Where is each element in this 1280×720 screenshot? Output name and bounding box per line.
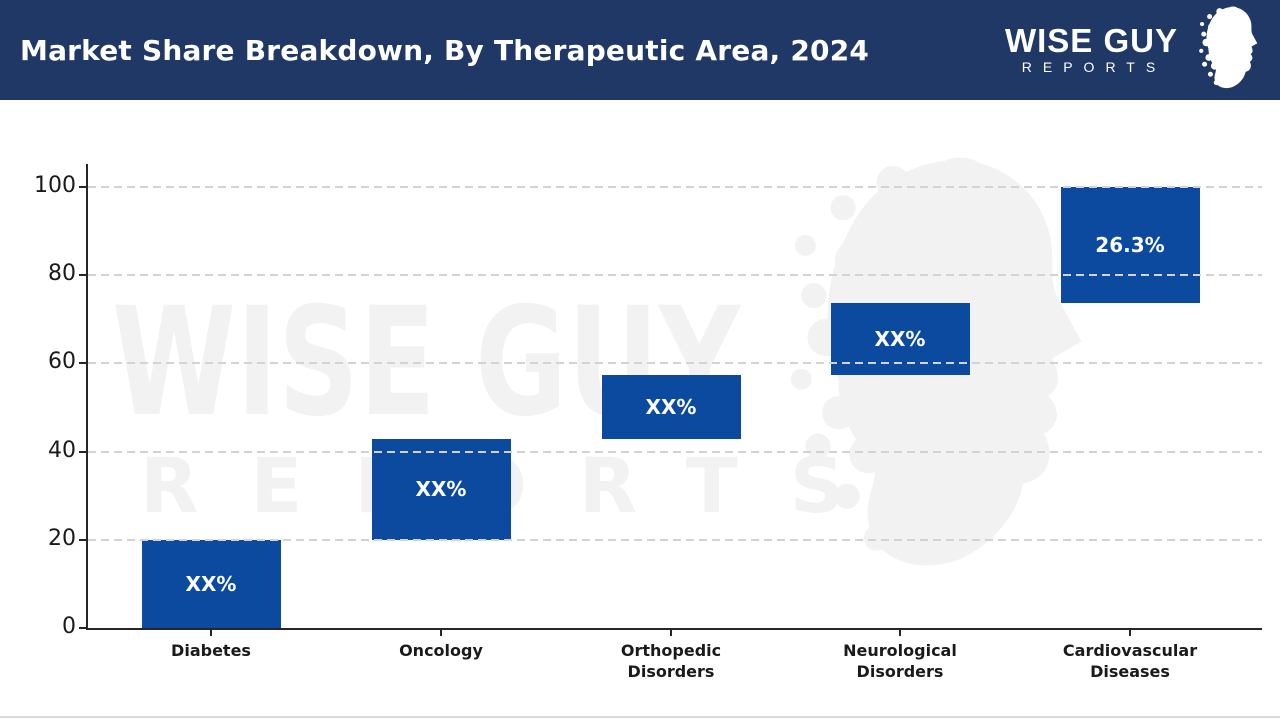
- logo-dot-face-icon: [1199, 6, 1258, 89]
- x-tick-label: Neurological Disorders: [843, 641, 957, 681]
- logo-sub-text: REPORTS: [1021, 59, 1167, 75]
- watermark-dot-face-icon: [790, 157, 1082, 566]
- y-axis-line: [86, 164, 88, 630]
- bar-value-label: XX%: [645, 394, 697, 419]
- y-tick-label: 0: [62, 614, 76, 639]
- bar-value-label: XX%: [874, 326, 926, 351]
- y-tick-mark: [79, 450, 86, 453]
- y-tick-label: 100: [34, 173, 76, 198]
- y-tick-mark: [79, 186, 86, 188]
- y-tick-mark: [79, 274, 86, 277]
- bar: [371, 438, 511, 540]
- y-tick-mark: [79, 538, 86, 541]
- y-tick-mark: [79, 627, 86, 629]
- gridline: [88, 538, 1262, 541]
- bar: [601, 374, 741, 439]
- x-tick-mark: [440, 630, 442, 636]
- bar: [141, 539, 281, 628]
- y-tick-label: 60: [48, 349, 76, 375]
- bar-value-label: 26.3%: [1095, 232, 1165, 257]
- bottom-border: [0, 716, 1280, 718]
- x-tick-label: Diabetes: [171, 641, 251, 660]
- x-tick-label: Oncology: [399, 641, 483, 660]
- bar-value-label: XX%: [415, 477, 467, 502]
- x-axis-line: [86, 628, 1262, 630]
- chart-area: WISE GUY REPORTS 0 20 40 60 80 100 XX% Diabetes…: [0, 100, 1280, 716]
- y-tick-label: 40: [48, 437, 76, 463]
- chart-title: Market Share Breakdown, By Therapeutic A…: [20, 33, 870, 67]
- gridline: [88, 274, 1262, 277]
- bar-value-label: XX%: [185, 571, 237, 596]
- x-tick-mark: [670, 630, 672, 636]
- wiseguy-logo: WISE GUY REPORTS: [1005, 4, 1266, 96]
- logo-brand-text: WISE GUY: [1004, 22, 1178, 59]
- y-tick-label: 20: [48, 525, 76, 551]
- header-bar: Market Share Breakdown, By Therapeutic A…: [0, 0, 1280, 100]
- x-tick-label: Orthopedic Disorders: [620, 641, 722, 681]
- bar: [1060, 187, 1200, 303]
- x-tick-mark: [899, 630, 901, 636]
- y-tick-label: 80: [48, 261, 76, 287]
- x-tick-label: Cardiovascular Diseases: [1062, 641, 1198, 681]
- logo-text: WISE GUY REPORTS: [1005, 24, 1178, 76]
- y-tick-mark: [79, 362, 86, 365]
- gridline: [88, 450, 1262, 453]
- x-tick-mark: [1129, 630, 1131, 636]
- gridline: [88, 362, 1262, 365]
- x-tick-mark: [210, 630, 212, 636]
- gridline: [88, 186, 1262, 188]
